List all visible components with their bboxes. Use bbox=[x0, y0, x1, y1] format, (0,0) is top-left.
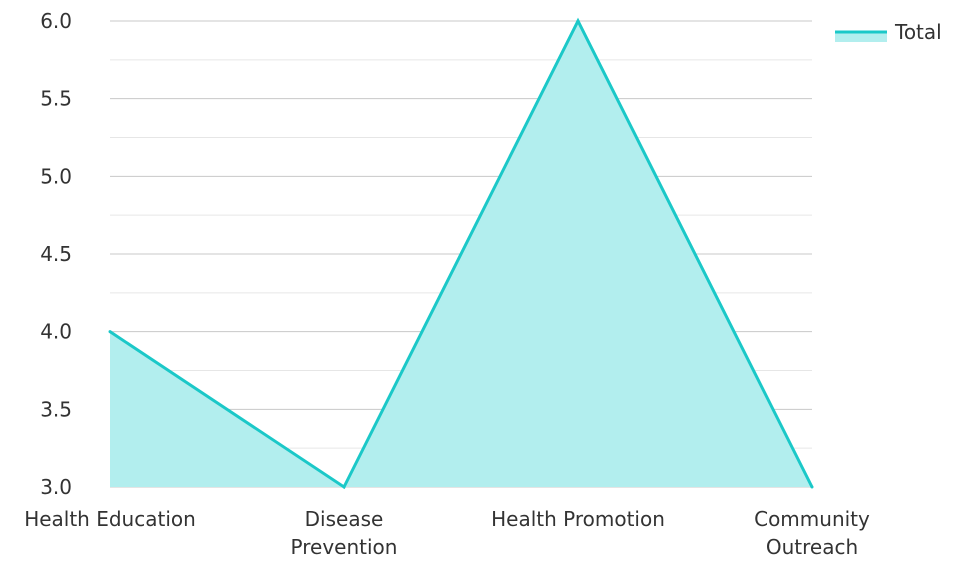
y-tick-label: 4.0 bbox=[40, 320, 72, 344]
y-tick-label: 3.5 bbox=[40, 397, 72, 421]
y-tick-label: 4.5 bbox=[40, 242, 72, 266]
x-tick-label: Health Education bbox=[24, 507, 196, 531]
legend-swatch-fill bbox=[835, 32, 887, 42]
data-point bbox=[810, 485, 814, 489]
x-tick-label: Health Promotion bbox=[491, 507, 665, 531]
y-tick-label: 5.5 bbox=[40, 87, 72, 111]
x-axis-ticks: Health Education Disease Prevention Health … bbox=[24, 507, 870, 559]
series-line-total bbox=[109, 17, 814, 490]
series-area bbox=[108, 17, 814, 490]
y-tick-label: 6.0 bbox=[40, 9, 72, 33]
data-point bbox=[342, 485, 346, 489]
x-tick-label: Community Outreach bbox=[754, 507, 870, 559]
y-tick-label: 5.0 bbox=[40, 164, 72, 188]
y-axis-ticks: 3.0 3.5 4.0 4.5 5.0 5.5 6.0 bbox=[40, 9, 72, 499]
data-point bbox=[108, 330, 112, 334]
legend-label-total: Total bbox=[894, 20, 942, 44]
y-tick-label: 3.0 bbox=[40, 475, 72, 499]
x-tick-label: Disease Prevention bbox=[291, 507, 398, 559]
legend: Total bbox=[835, 20, 942, 44]
data-point bbox=[576, 19, 580, 23]
